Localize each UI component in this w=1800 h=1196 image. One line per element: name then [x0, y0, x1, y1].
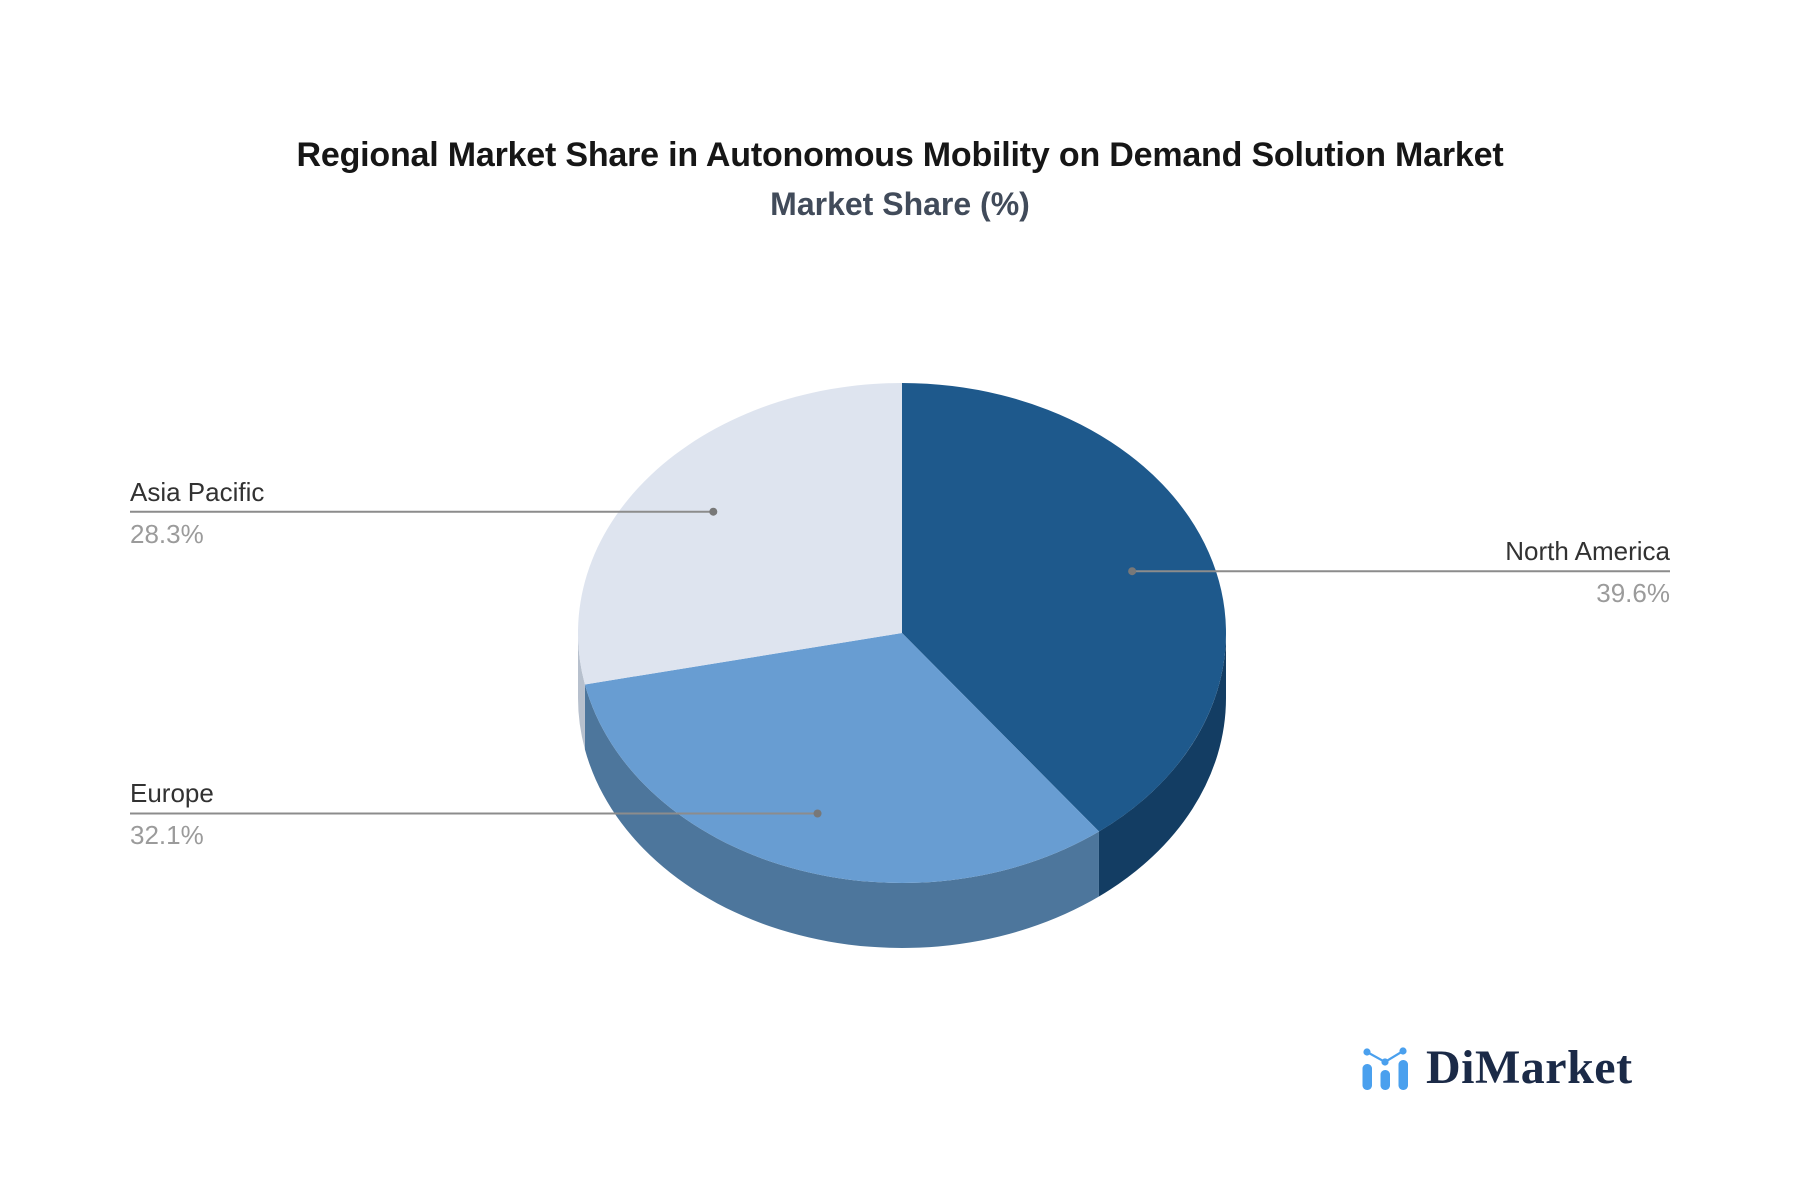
pie-slice-north-america[interactable] — [902, 383, 1226, 832]
leader-dot-north-america — [1128, 567, 1137, 576]
dimarket-logo-text: DiMarket — [1426, 1041, 1633, 1094]
pie-slice-europe[interactable] — [584, 633, 1099, 883]
pie-slice-side-north-america — [1098, 633, 1226, 897]
dimarket-logo-icon — [1362, 1047, 1408, 1090]
chart-subtitle: Market Share (%) — [770, 186, 1030, 222]
pie-slice-side-asia-pacific — [578, 633, 585, 750]
chart-title: Regional Market Share in Autonomous Mobi… — [296, 136, 1504, 174]
pie-slice-side-europe — [584, 684, 1099, 949]
leader-dot-asia-pacific — [709, 507, 718, 516]
leader-dot-europe — [813, 809, 822, 818]
dimarket-logo: DiMarket — [1360, 1041, 1633, 1094]
pie-slice-asia-pacific[interactable] — [578, 383, 902, 685]
